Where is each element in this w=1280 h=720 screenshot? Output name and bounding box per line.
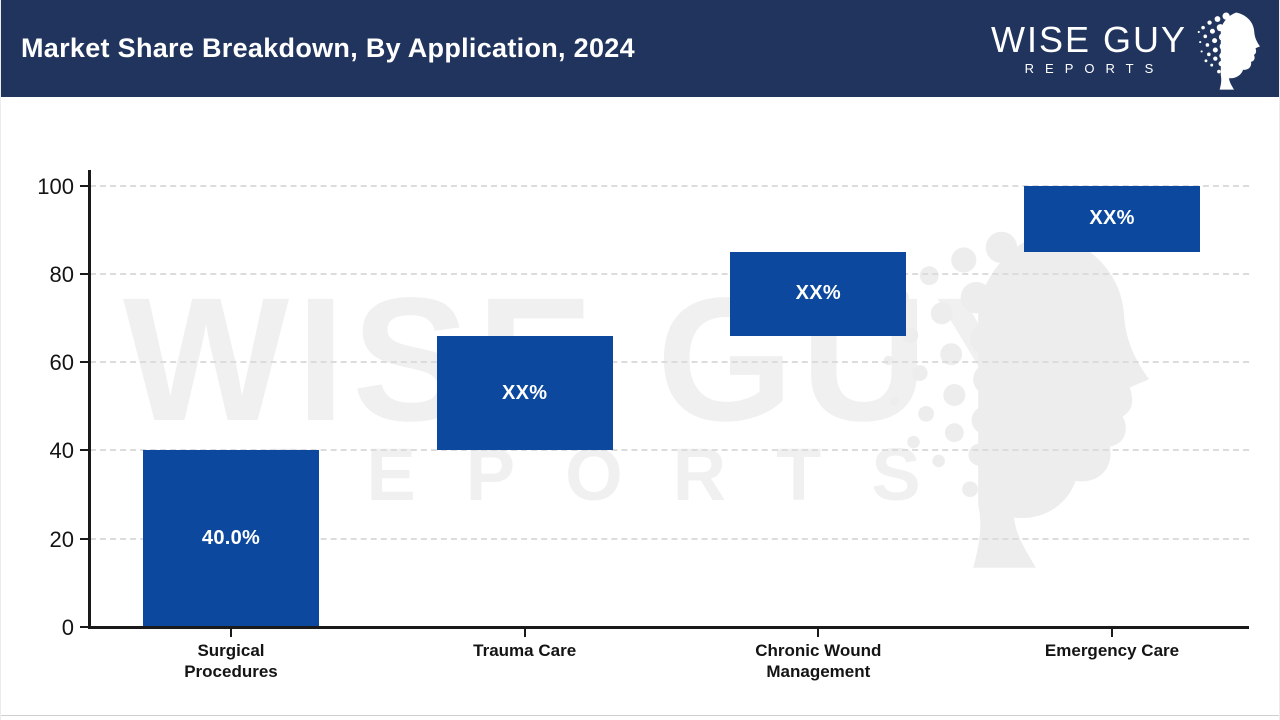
y-axis-tick-label: 0 [61, 615, 74, 640]
brand-logo-text: WISE GUY REPORTS [990, 18, 1187, 76]
bar-value-label: XX% [1089, 207, 1135, 230]
bar: 40.0% [143, 450, 319, 627]
header-bar: Market Share Breakdown, By Application, … [1, 0, 1279, 97]
x-tick [1111, 629, 1113, 637]
bottom-border [1, 715, 1279, 716]
x-tick [523, 629, 526, 637]
y-tick [80, 361, 89, 364]
y-axis [88, 170, 91, 629]
bar: XX% [730, 251, 907, 336]
brand-name: WISE GUY [990, 18, 1187, 60]
bar-value-label: 40.0% [201, 527, 261, 550]
brand-subtitle: REPORTS [1024, 60, 1165, 76]
gridline [90, 361, 1249, 364]
gridline [90, 272, 1249, 275]
x-tick [230, 629, 232, 637]
gridline [90, 537, 1249, 540]
bar-value-label: XX% [795, 282, 842, 305]
x-tick [817, 629, 820, 637]
bar: XX% [436, 335, 613, 451]
brand-logo: WISE GUY REPORTS [991, 0, 1265, 97]
y-axis-tick-label: 100 [37, 173, 74, 199]
y-tick [80, 272, 89, 275]
y-axis-tick-label: 60 [49, 350, 74, 376]
gridline [90, 449, 1249, 452]
x-axis-category-label: Emergency Care [1044, 641, 1180, 660]
x-axis [88, 626, 1249, 629]
chart-title: Market Share Breakdown, By Application, … [21, 33, 635, 63]
brand-face-icon [1193, 10, 1265, 90]
y-axis-tick-label: 20 [49, 526, 74, 552]
y-axis-tick-label: 80 [49, 261, 74, 287]
x-axis-category-label: Surgical Procedures [184, 641, 278, 681]
y-tick [80, 537, 89, 540]
y-tick [80, 184, 89, 187]
y-tick [80, 626, 89, 628]
bar: XX% [1024, 185, 1200, 252]
gridline [90, 184, 1249, 187]
y-tick [80, 449, 89, 452]
y-axis-tick-label: 40 [49, 438, 74, 464]
x-axis-category-label: Chronic Wound Management [755, 641, 882, 681]
x-axis-category-label: Trauma Care [473, 641, 577, 660]
bar-value-label: XX% [501, 381, 548, 404]
